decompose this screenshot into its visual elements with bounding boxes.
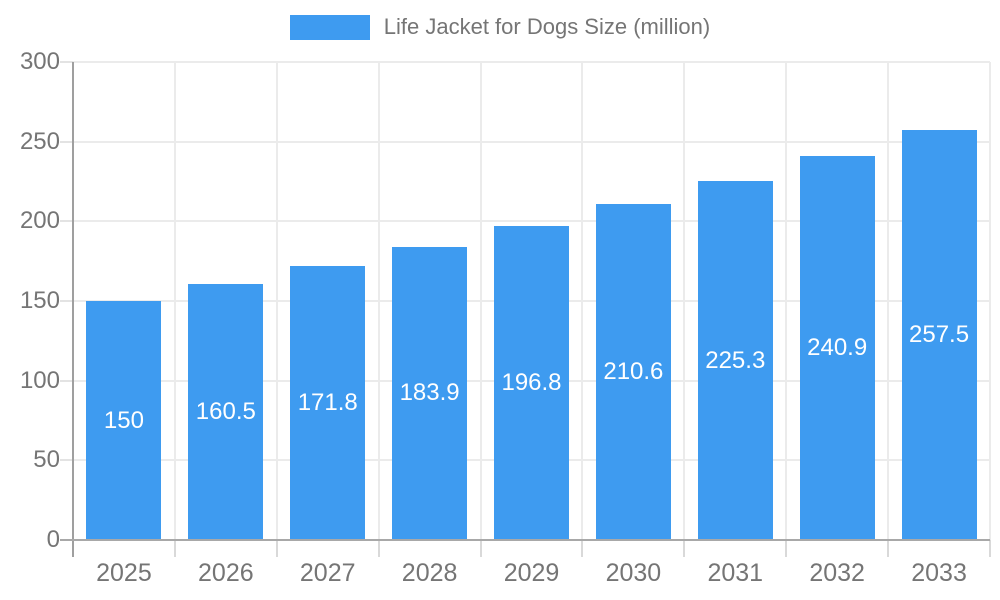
gridline-horizontal bbox=[73, 61, 990, 63]
y-axis-tick-label: 50 bbox=[33, 446, 60, 474]
x-axis-tick-label: 2026 bbox=[198, 559, 254, 587]
gridline-horizontal bbox=[73, 140, 990, 143]
bar-2026 bbox=[188, 284, 264, 540]
bar-value-label: 196.8 bbox=[501, 369, 562, 397]
bar-2033 bbox=[901, 129, 977, 540]
x-axis-tick-label: 2033 bbox=[911, 559, 967, 587]
gridline-vertical bbox=[683, 62, 686, 540]
bar-value-label: 210.6 bbox=[603, 358, 664, 386]
x-axis-baseline bbox=[60, 539, 990, 541]
legend-label: Life Jacket for Dogs Size (million) bbox=[383, 14, 711, 39]
legend-swatch-icon bbox=[289, 14, 370, 40]
bar-value-label: 171.8 bbox=[297, 389, 358, 417]
bar-value-label: 160.5 bbox=[195, 398, 256, 426]
bar-2025 bbox=[86, 301, 162, 540]
x-axis-tick-label: 2030 bbox=[605, 559, 662, 587]
gridline-vertical bbox=[581, 62, 584, 540]
y-axis-tick-label: 250 bbox=[19, 127, 60, 155]
x-axis-tick bbox=[377, 540, 380, 557]
bar-value-label: 240.9 bbox=[807, 334, 868, 362]
y-axis-tick-label: 100 bbox=[19, 366, 60, 394]
x-axis-tick bbox=[479, 540, 482, 557]
x-axis-tick bbox=[887, 540, 890, 557]
x-axis-tick bbox=[581, 540, 584, 557]
x-axis-tick-label: 2027 bbox=[299, 559, 356, 587]
bar-2032 bbox=[799, 156, 875, 540]
y-axis-tick bbox=[60, 379, 73, 382]
y-axis-tick bbox=[60, 61, 73, 63]
y-axis-tick bbox=[60, 140, 73, 143]
x-axis-tick bbox=[989, 540, 991, 557]
y-axis-tick bbox=[60, 459, 73, 462]
x-axis-tick-label: 2032 bbox=[809, 559, 865, 587]
gridline-vertical bbox=[479, 62, 482, 540]
gridline-vertical bbox=[989, 62, 991, 540]
x-axis-tick-label: 2029 bbox=[503, 559, 560, 587]
y-axis-line bbox=[72, 62, 74, 557]
gridline-vertical bbox=[785, 62, 788, 540]
y-axis-tick bbox=[60, 300, 73, 302]
legend[interactable]: Life Jacket for Dogs Size (million) bbox=[0, 14, 1000, 40]
y-axis-tick bbox=[60, 220, 73, 223]
bar-2030 bbox=[595, 204, 671, 540]
y-axis-tick-label: 0 bbox=[46, 526, 60, 553]
gridline-vertical bbox=[173, 62, 176, 540]
x-axis-tick-label: 2031 bbox=[707, 559, 764, 587]
x-axis-tick bbox=[275, 540, 278, 557]
bar-value-label: 257.5 bbox=[909, 320, 970, 348]
bar-value-label: 183.9 bbox=[399, 379, 460, 407]
bar-value-label: 225.3 bbox=[705, 346, 766, 374]
bar-2028 bbox=[392, 246, 468, 540]
gridline-horizontal bbox=[73, 220, 990, 223]
bar-value-label: 150 bbox=[103, 406, 144, 434]
gridline-vertical bbox=[377, 62, 380, 540]
y-axis-tick-label: 300 bbox=[19, 48, 60, 75]
x-axis-tick-label: 2025 bbox=[96, 559, 152, 587]
gridline-vertical bbox=[275, 62, 278, 540]
x-axis-tick bbox=[683, 540, 686, 557]
bar-2031 bbox=[697, 181, 773, 540]
x-axis-tick-label: 2028 bbox=[401, 559, 458, 587]
x-axis-tick bbox=[173, 540, 176, 557]
bar-2027 bbox=[290, 266, 366, 540]
bar-2029 bbox=[494, 226, 569, 540]
gridline-vertical bbox=[887, 62, 890, 540]
y-axis-tick-label: 150 bbox=[19, 287, 60, 314]
y-axis-tick-label: 200 bbox=[19, 207, 60, 235]
x-axis-tick bbox=[785, 540, 788, 557]
